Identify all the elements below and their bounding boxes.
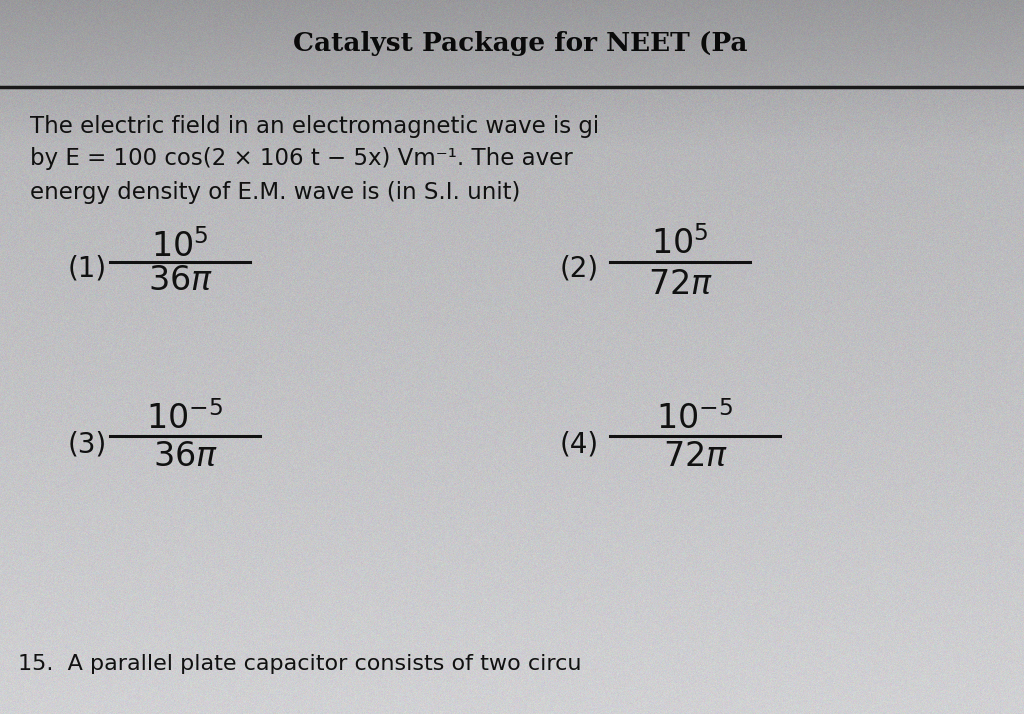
Text: $36\pi$: $36\pi$ (153, 441, 217, 473)
Text: $36\pi$: $36\pi$ (147, 264, 213, 298)
Text: $10^{-5}$: $10^{-5}$ (146, 401, 223, 436)
Text: (3): (3) (68, 430, 108, 458)
Text: $72\pi$: $72\pi$ (663, 441, 727, 473)
Text: (1): (1) (68, 255, 108, 283)
Text: $72\pi$: $72\pi$ (647, 268, 713, 301)
Text: by E = 100 cos(2 × 106 t − 5x) Vm⁻¹. The aver: by E = 100 cos(2 × 106 t − 5x) Vm⁻¹. The… (30, 148, 572, 171)
Text: The electric field in an electromagnetic wave is gi: The electric field in an electromagnetic… (30, 114, 599, 138)
Text: $10^{-5}$: $10^{-5}$ (656, 401, 733, 436)
Text: 15.  A parallel plate capacitor consists of two circu: 15. A parallel plate capacitor consists … (18, 654, 582, 674)
Text: (4): (4) (560, 430, 599, 458)
Text: (2): (2) (560, 255, 599, 283)
Text: $10^5$: $10^5$ (651, 226, 709, 261)
Text: energy density of E.M. wave is (in S.I. unit): energy density of E.M. wave is (in S.I. … (30, 181, 520, 203)
Text: $10^5$: $10^5$ (152, 230, 209, 264)
Text: Catalyst Package for NEET (Pa: Catalyst Package for NEET (Pa (293, 31, 748, 56)
